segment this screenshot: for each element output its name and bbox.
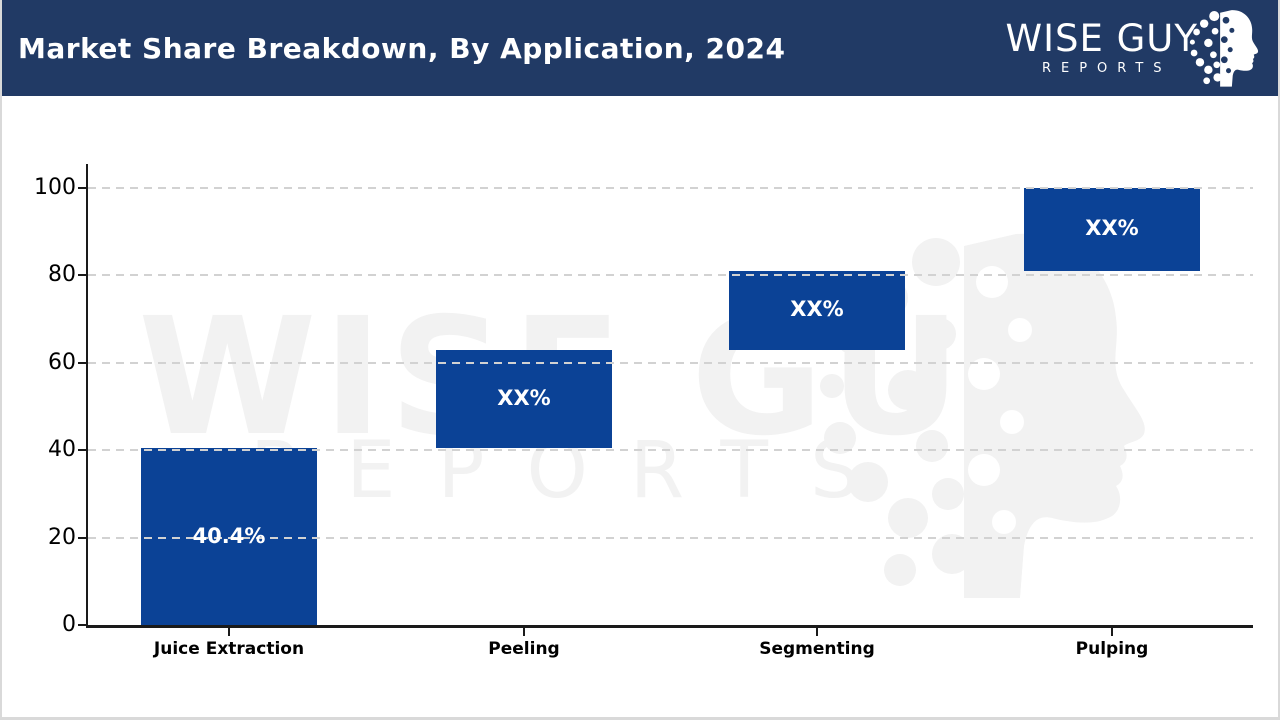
y-axis-tick <box>78 186 86 189</box>
bar-value-label-juice-extraction: 40.4% <box>192 523 266 548</box>
x-axis-tick <box>228 628 230 636</box>
bar-peeling <box>436 349 612 449</box>
y-axis-tick <box>78 624 86 626</box>
y-axis-label: 20 <box>48 524 76 550</box>
wiseguy-logo: WISE GUY REPORTS <box>1006 4 1268 92</box>
y-axis-label: 100 <box>34 174 76 200</box>
logo-reports-text: REPORTS <box>1041 60 1172 76</box>
gridline-100 <box>88 186 1253 189</box>
logo-wiseguy-text: WISE GUY <box>1005 17 1198 61</box>
x-axis-label-pulping: Pulping <box>1075 639 1149 659</box>
y-axis-label: 40 <box>48 437 76 463</box>
bar-pulping <box>1024 187 1200 271</box>
x-axis-label-peeling: Peeling <box>488 639 560 659</box>
chart-title: Market Share Breakdown, By Application, … <box>18 31 786 65</box>
x-axis-tick <box>523 628 525 636</box>
x-axis-tick <box>816 628 818 636</box>
x-axis-tick <box>1111 628 1113 636</box>
plot-area: WISE GUY REPORTS 0 20 40 60 80 100 40.4% Juice … <box>0 96 1280 720</box>
y-axis-label: 80 <box>48 262 76 288</box>
y-axis-tick <box>78 274 86 277</box>
gridline-20 <box>88 536 1253 539</box>
y-axis-tick <box>78 449 86 452</box>
y-axis-tick <box>78 361 86 364</box>
x-axis-line <box>86 625 1253 628</box>
x-axis-label-juice-extraction: Juice Extraction <box>153 639 305 659</box>
gridline-40 <box>88 449 1253 452</box>
bar-value-label-peeling: XX% <box>497 385 551 410</box>
wiseguy-head-icon <box>1189 10 1259 87</box>
y-axis-label: 0 <box>62 612 76 637</box>
header: Market Share Breakdown, By Application, … <box>0 0 1280 96</box>
logo-text: WISE GUY REPORTS <box>1005 17 1198 76</box>
y-axis-tick <box>78 536 86 539</box>
bar-segmenting <box>729 270 905 350</box>
gridline-80 <box>88 274 1253 277</box>
bar-value-label-pulping: XX% <box>1085 216 1139 241</box>
y-axis-line <box>86 164 88 625</box>
frame-border-bottom <box>0 717 1280 720</box>
frame-border-left <box>0 0 2 720</box>
bar-value-label-segmenting: XX% <box>790 297 844 322</box>
y-axis-label: 60 <box>48 349 76 375</box>
gridline-60 <box>88 361 1253 364</box>
frame-border-right <box>1278 0 1280 720</box>
x-axis-label-segmenting: Segmenting <box>759 639 875 659</box>
